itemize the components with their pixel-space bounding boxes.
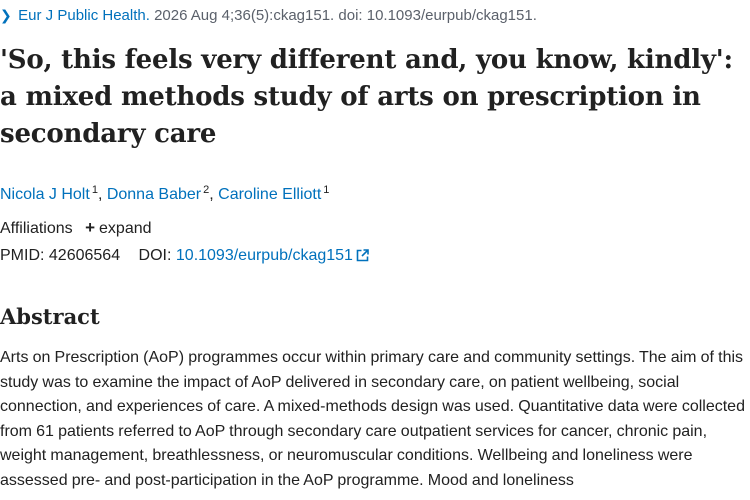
author-link[interactable]: Donna Baber: [106, 186, 202, 203]
author-affiliation-number[interactable]: 2: [203, 184, 210, 196]
author-link[interactable]: Nicola J Holt: [0, 186, 90, 203]
article-title: 'So, this feels very different and, you …: [0, 45, 733, 149]
chevron-right-icon[interactable]: ❯: [0, 7, 12, 23]
citation-details: 2026 Aug 4;36(5):ckag151. doi: 10.1093/e…: [154, 7, 537, 24]
external-link-icon: [356, 249, 369, 262]
expand-affiliations-button[interactable]: + expand: [85, 218, 152, 237]
doi-label: DOI:: [138, 247, 172, 264]
doi-value: 10.1093/eurpub/ckag151: [175, 247, 353, 264]
pmid-label: PMID:: [0, 247, 45, 264]
author-list: Nicola J Holt 1, Donna Baber 2, Caroline E…: [0, 184, 330, 203]
author-link[interactable]: Caroline Elliott: [218, 186, 322, 203]
author-affiliation-number[interactable]: 1: [91, 184, 98, 196]
abstract-text: Arts on Prescription (AoP) programmes oc…: [0, 349, 745, 489]
doi-link[interactable]: 10.1093/eurpub/ckag151: [176, 247, 369, 264]
citation-line: ❯ Eur J Public Health. 2026 Aug 4;36(5):…: [0, 4, 537, 26]
journal-link[interactable]: Eur J Public Health.: [18, 7, 150, 24]
identifiers-row: PMID: 42606564 DOI: 10.1093/eurpub/ckag1…: [0, 244, 369, 268]
affiliations-row: Affiliations + expand: [0, 216, 152, 241]
author-affiliation-number[interactable]: 1: [323, 184, 330, 196]
abstract-heading: Abstract: [0, 304, 100, 329]
pmid-value: 42606564: [48, 247, 121, 264]
plus-icon: +: [85, 218, 96, 237]
expand-label: expand: [99, 220, 152, 237]
affiliations-label: Affiliations: [0, 220, 73, 237]
